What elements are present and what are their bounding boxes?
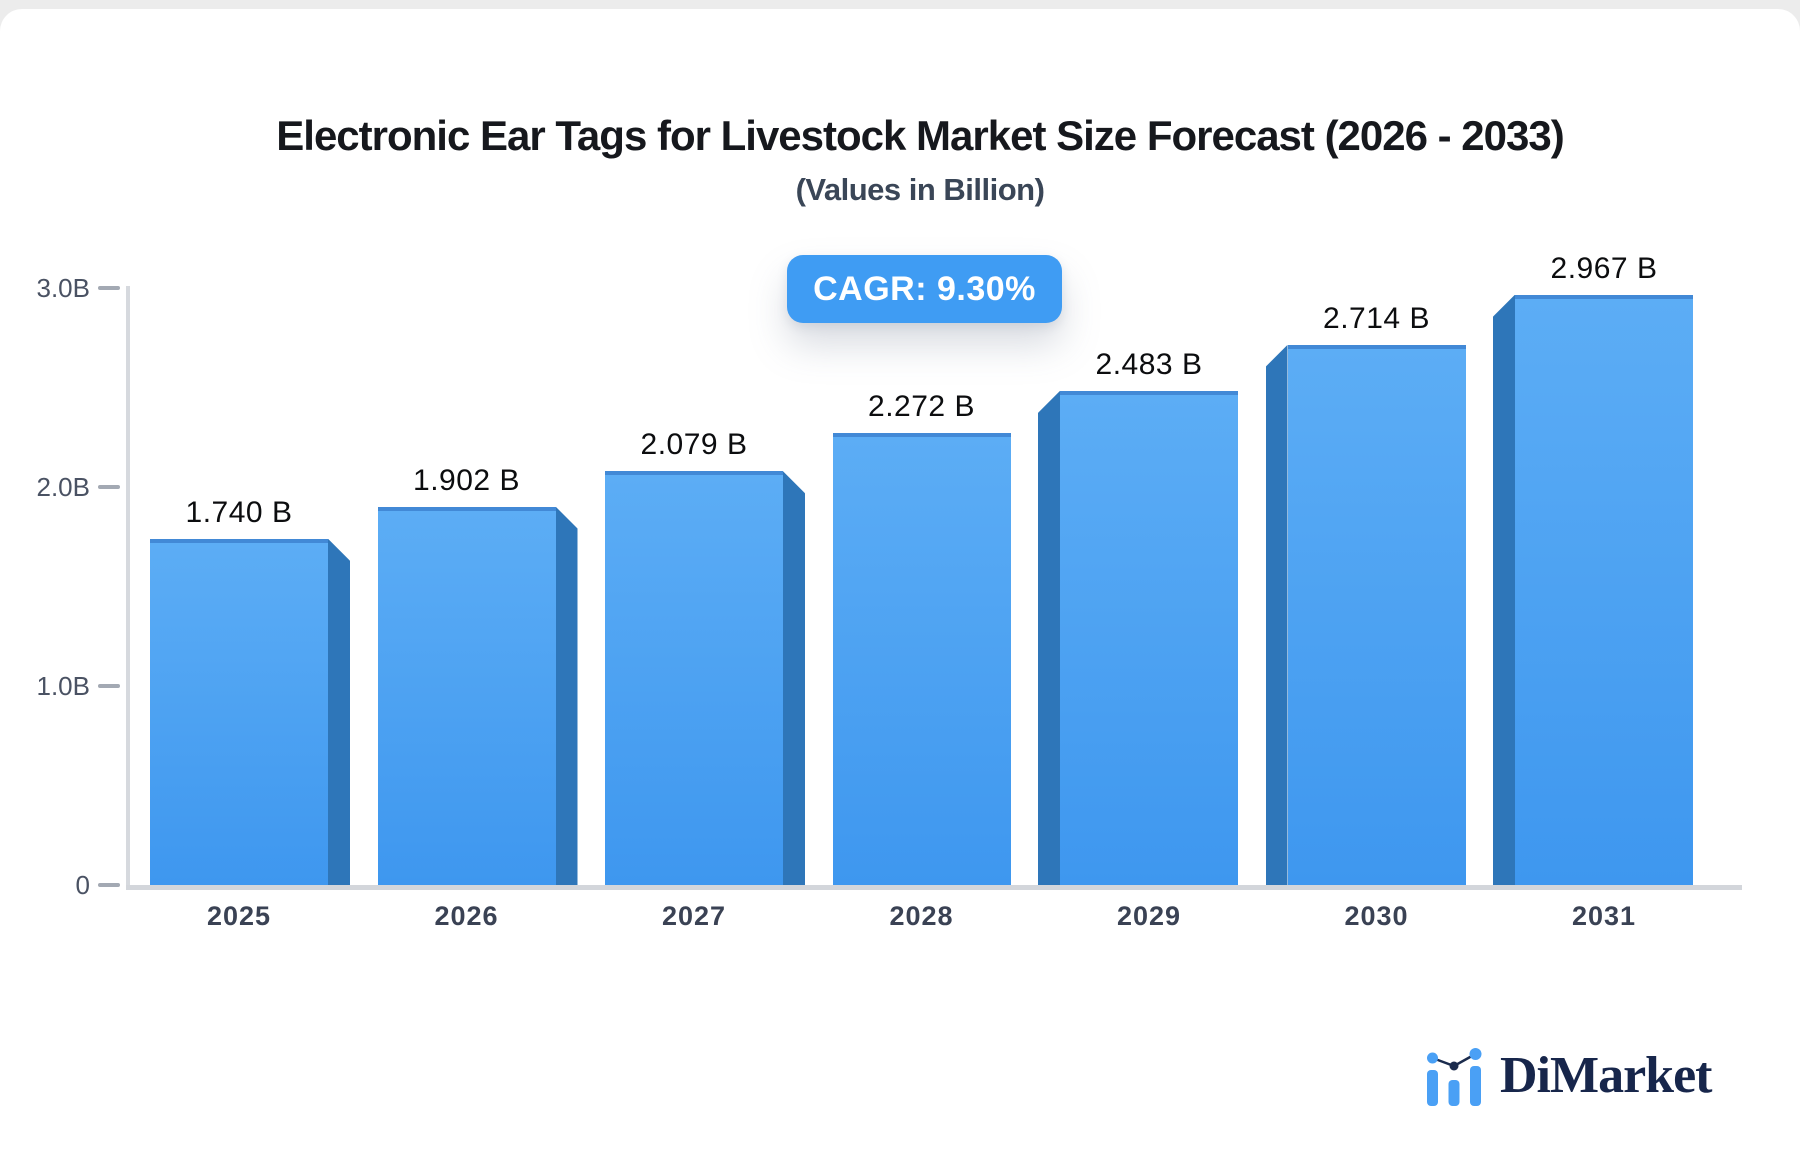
bar-2025	[150, 538, 328, 885]
bar-2028	[832, 432, 1011, 885]
bar-side-panel	[328, 538, 350, 885]
y-axis-tick-mark	[98, 883, 120, 887]
bar-2027	[605, 471, 783, 885]
y-axis-tick-label: 0	[75, 870, 90, 900]
bar-value-label: 2.714 B	[1323, 301, 1430, 335]
dimarket-logo: DiMarket	[1422, 1040, 1712, 1112]
x-axis-label: 2025	[206, 901, 272, 931]
bar-2031	[1515, 294, 1693, 885]
bar-value-label: 2.483 B	[1095, 347, 1203, 381]
chart-title: Electronic Ear Tags for Livestock Market…	[276, 112, 1564, 159]
x-axis-label: 2029	[1116, 901, 1182, 931]
bar-side-panel	[555, 506, 578, 885]
y-axis-tick-mark	[98, 684, 120, 688]
x-axis-label: 2027	[661, 901, 727, 931]
x-axis-line	[126, 885, 1742, 890]
bar-value-label: 2.079 B	[640, 428, 748, 462]
logo-wordmark: DiMarket	[1500, 1047, 1712, 1104]
bar-side-panel	[1038, 390, 1060, 885]
y-axis-tick-label: 1.0B	[36, 671, 91, 701]
y-axis-tick-label: 3.0B	[36, 273, 91, 303]
x-axis-label: 2031	[1571, 901, 1637, 931]
x-axis-label: 2026	[434, 901, 499, 931]
y-axis-tick-label: 2.0B	[36, 472, 91, 502]
bar-2029	[1060, 390, 1238, 885]
bar-value-label: 1.902 B	[413, 463, 520, 497]
chart-subtitle: (Values in Billion)	[795, 172, 1045, 207]
cagr-badge: CAGR: 9.30%	[787, 255, 1062, 323]
x-axis-label: 2028	[889, 901, 954, 931]
bar-side-panel	[1265, 344, 1288, 885]
bar-value-label: 1.740 B	[185, 495, 293, 529]
bar-chart-logo-icon	[1427, 1048, 1482, 1106]
bar-2030	[1287, 344, 1466, 885]
x-axis-label: 2030	[1344, 901, 1409, 931]
bar-2026	[377, 506, 556, 885]
y-axis-tick-mark	[98, 485, 120, 489]
bar-value-label: 2.272 B	[868, 389, 975, 423]
bar-value-label: 2.967 B	[1550, 251, 1658, 285]
y-axis-line	[126, 286, 130, 890]
y-axis-tick-mark	[98, 286, 120, 290]
bar-side-panel	[783, 471, 805, 885]
bar-side-panel	[1493, 294, 1515, 885]
